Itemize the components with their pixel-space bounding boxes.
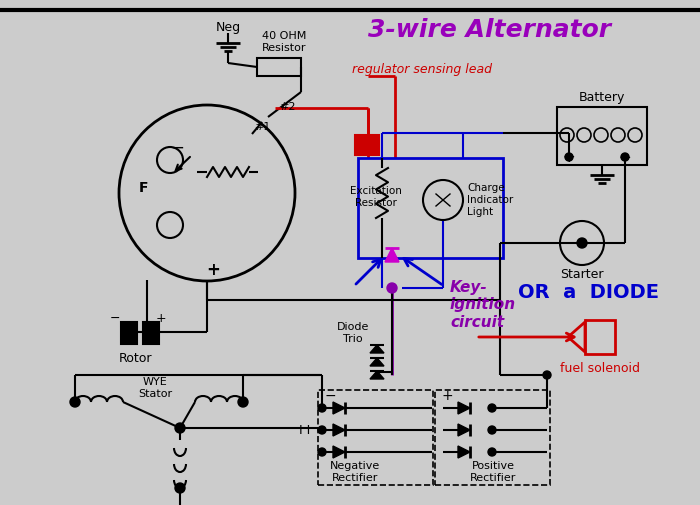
- Circle shape: [238, 397, 248, 407]
- Polygon shape: [333, 424, 345, 436]
- Text: +: +: [563, 149, 575, 165]
- Text: regulator sensing lead: regulator sensing lead: [352, 64, 492, 76]
- Bar: [121, 322, 137, 344]
- Circle shape: [488, 404, 496, 412]
- Text: Diode
Trio: Diode Trio: [337, 322, 369, 344]
- Polygon shape: [458, 402, 470, 414]
- Text: Battery: Battery: [579, 90, 625, 104]
- Text: −: −: [619, 149, 631, 165]
- Text: #2: #2: [279, 102, 295, 112]
- Polygon shape: [385, 248, 399, 262]
- Text: Key-
ignition
circuit: Key- ignition circuit: [450, 280, 516, 330]
- Polygon shape: [333, 446, 345, 458]
- Text: fuel solenoid: fuel solenoid: [560, 362, 640, 375]
- Circle shape: [175, 483, 185, 493]
- Bar: [143, 322, 159, 344]
- Circle shape: [318, 404, 326, 412]
- Circle shape: [175, 423, 185, 433]
- Circle shape: [488, 426, 496, 434]
- Text: Neg: Neg: [216, 22, 241, 34]
- Text: F: F: [139, 181, 148, 195]
- Text: Charge
Indicator
Light: Charge Indicator Light: [467, 183, 513, 217]
- Text: +: +: [441, 389, 453, 403]
- Circle shape: [543, 371, 551, 379]
- Text: −: −: [170, 139, 184, 157]
- Bar: [435, 390, 550, 485]
- Bar: [557, 107, 647, 165]
- Text: 3-wire Alternator: 3-wire Alternator: [368, 18, 612, 42]
- Circle shape: [318, 426, 326, 434]
- Text: −: −: [110, 312, 120, 325]
- Text: OR  a  DIODE: OR a DIODE: [518, 283, 659, 302]
- Text: Starter: Starter: [560, 269, 603, 281]
- Polygon shape: [370, 345, 384, 353]
- Circle shape: [70, 397, 80, 407]
- Text: +: +: [206, 261, 220, 279]
- Circle shape: [577, 238, 587, 248]
- Polygon shape: [458, 446, 470, 458]
- Text: Rotor: Rotor: [118, 352, 152, 366]
- Text: WYE
Stator: WYE Stator: [138, 377, 172, 399]
- Polygon shape: [333, 402, 345, 414]
- Circle shape: [387, 283, 397, 293]
- Bar: [355, 135, 379, 155]
- Bar: [318, 390, 433, 485]
- Bar: [257, 58, 301, 76]
- Text: I I: I I: [300, 424, 311, 436]
- Text: Negative
Rectifier: Negative Rectifier: [330, 461, 380, 483]
- Polygon shape: [370, 371, 384, 379]
- Text: 40 OHM
Resistor: 40 OHM Resistor: [262, 31, 307, 53]
- Polygon shape: [458, 424, 470, 436]
- Circle shape: [565, 153, 573, 161]
- Text: −: −: [324, 389, 336, 403]
- Bar: [585, 320, 615, 354]
- Text: #1: #1: [254, 122, 270, 132]
- Bar: [358, 158, 503, 258]
- Circle shape: [621, 153, 629, 161]
- Text: +: +: [155, 312, 167, 325]
- Text: Positive
Rectifier: Positive Rectifier: [470, 461, 516, 483]
- Text: Excitation
Resistor: Excitation Resistor: [350, 186, 402, 208]
- Circle shape: [488, 448, 496, 456]
- Circle shape: [318, 448, 326, 456]
- Polygon shape: [370, 358, 384, 366]
